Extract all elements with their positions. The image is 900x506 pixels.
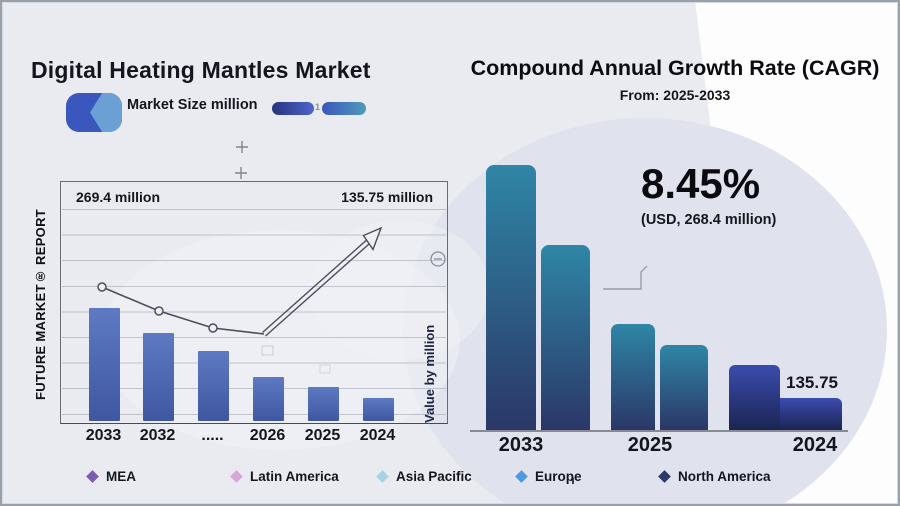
cagr-bar-2033-1 [486,165,536,430]
legend-diamond-icon [230,469,243,483]
cagr-bar-2024-2 [780,398,842,430]
cagr-year-label: 2025 [627,434,673,456]
x-axis-label: 2032 [139,427,176,444]
legend-diamond-icon [515,469,528,483]
region-legend: MEA Latin America Asia Pacific Europe North … [0,464,790,488]
cagr-title: Compound Annual Growth Rate (CAGR) [470,56,880,80]
legend-item-latin-america: Latin America [230,464,339,488]
x-axis-label: 2024 [359,427,396,444]
market-size-label: Market Size million [127,97,258,113]
cagr-bar-2024-1 [729,365,780,430]
trend-line-and-arrow [97,226,383,374]
legend-diamond-icon [86,469,99,483]
cagr-subtitle: From: 2025-2033 [619,87,731,103]
legend-label: Latin America [250,468,339,484]
gradient-pill-icon-1 [272,102,314,115]
step-bracket-decoration [603,265,648,290]
legend-diamond-icon [376,469,389,483]
y-axis-label: Value by million [422,324,437,423]
cagr-bar-2025-1 [611,324,655,430]
cagr-value-block: 8.45% (USD, 268.4 million) [641,160,777,229]
legend-label: North America [678,468,771,484]
legend-item-north-america: North America [658,464,771,488]
gradient-pill-icon-2 [322,102,366,115]
page-title: Digital Heating Mantles Market [31,57,371,83]
capsule-cap-shape [90,93,122,132]
bar-2024 [363,398,394,421]
plus-icons [235,141,248,179]
watermark-vertical-label: FUTURE MARKET® REPORT [33,208,48,400]
pill-separator: 1 [315,102,321,112]
legend-label: Asia Pacific [396,468,472,484]
cagr-axis-line [470,430,848,432]
cagr-header: Compound Annual Growth Rate (CAGR) From:… [452,56,898,103]
cagr-year-label: 2024 [792,434,838,456]
market-size-capsule-icon [66,93,122,132]
chart-value-right: 135.75 million [341,189,433,205]
cagr-year-label: 2033 [498,434,544,456]
legend-item-asia-pacific: Asia Pacific [376,464,472,488]
bar-2033 [89,308,120,421]
chart-value-left: 269.4 million [76,189,161,205]
legend-label: Europe [535,468,582,484]
top-edge-line [697,0,900,3]
legend-diamond-icon [658,469,671,483]
bar-2025 [308,387,339,421]
bar-2032 [143,333,174,421]
tick-mark [572,478,574,484]
cagr-base-value: (USD, 268.4 million) [641,212,777,228]
cagr-bar-2025-2 [660,345,708,430]
bar-..... [198,351,229,421]
x-axis-label: 2025 [304,427,341,444]
x-axis-label: 2033 [85,427,122,444]
cagr-percentage: 8.45% [641,160,761,207]
x-axis-label: ..... [201,427,224,444]
legend-item-mea: MEA [86,464,136,488]
market-size-chart: 269.4 million 135.75 million [60,181,448,424]
value-annotation: 135.75 [786,373,838,392]
bar-2026 [253,377,284,421]
legend-item-europe: Europe [515,464,582,488]
x-axis-label: 2026 [249,427,286,444]
legend-label: MEA [106,468,136,484]
cagr-bar-2033-2 [541,245,590,430]
